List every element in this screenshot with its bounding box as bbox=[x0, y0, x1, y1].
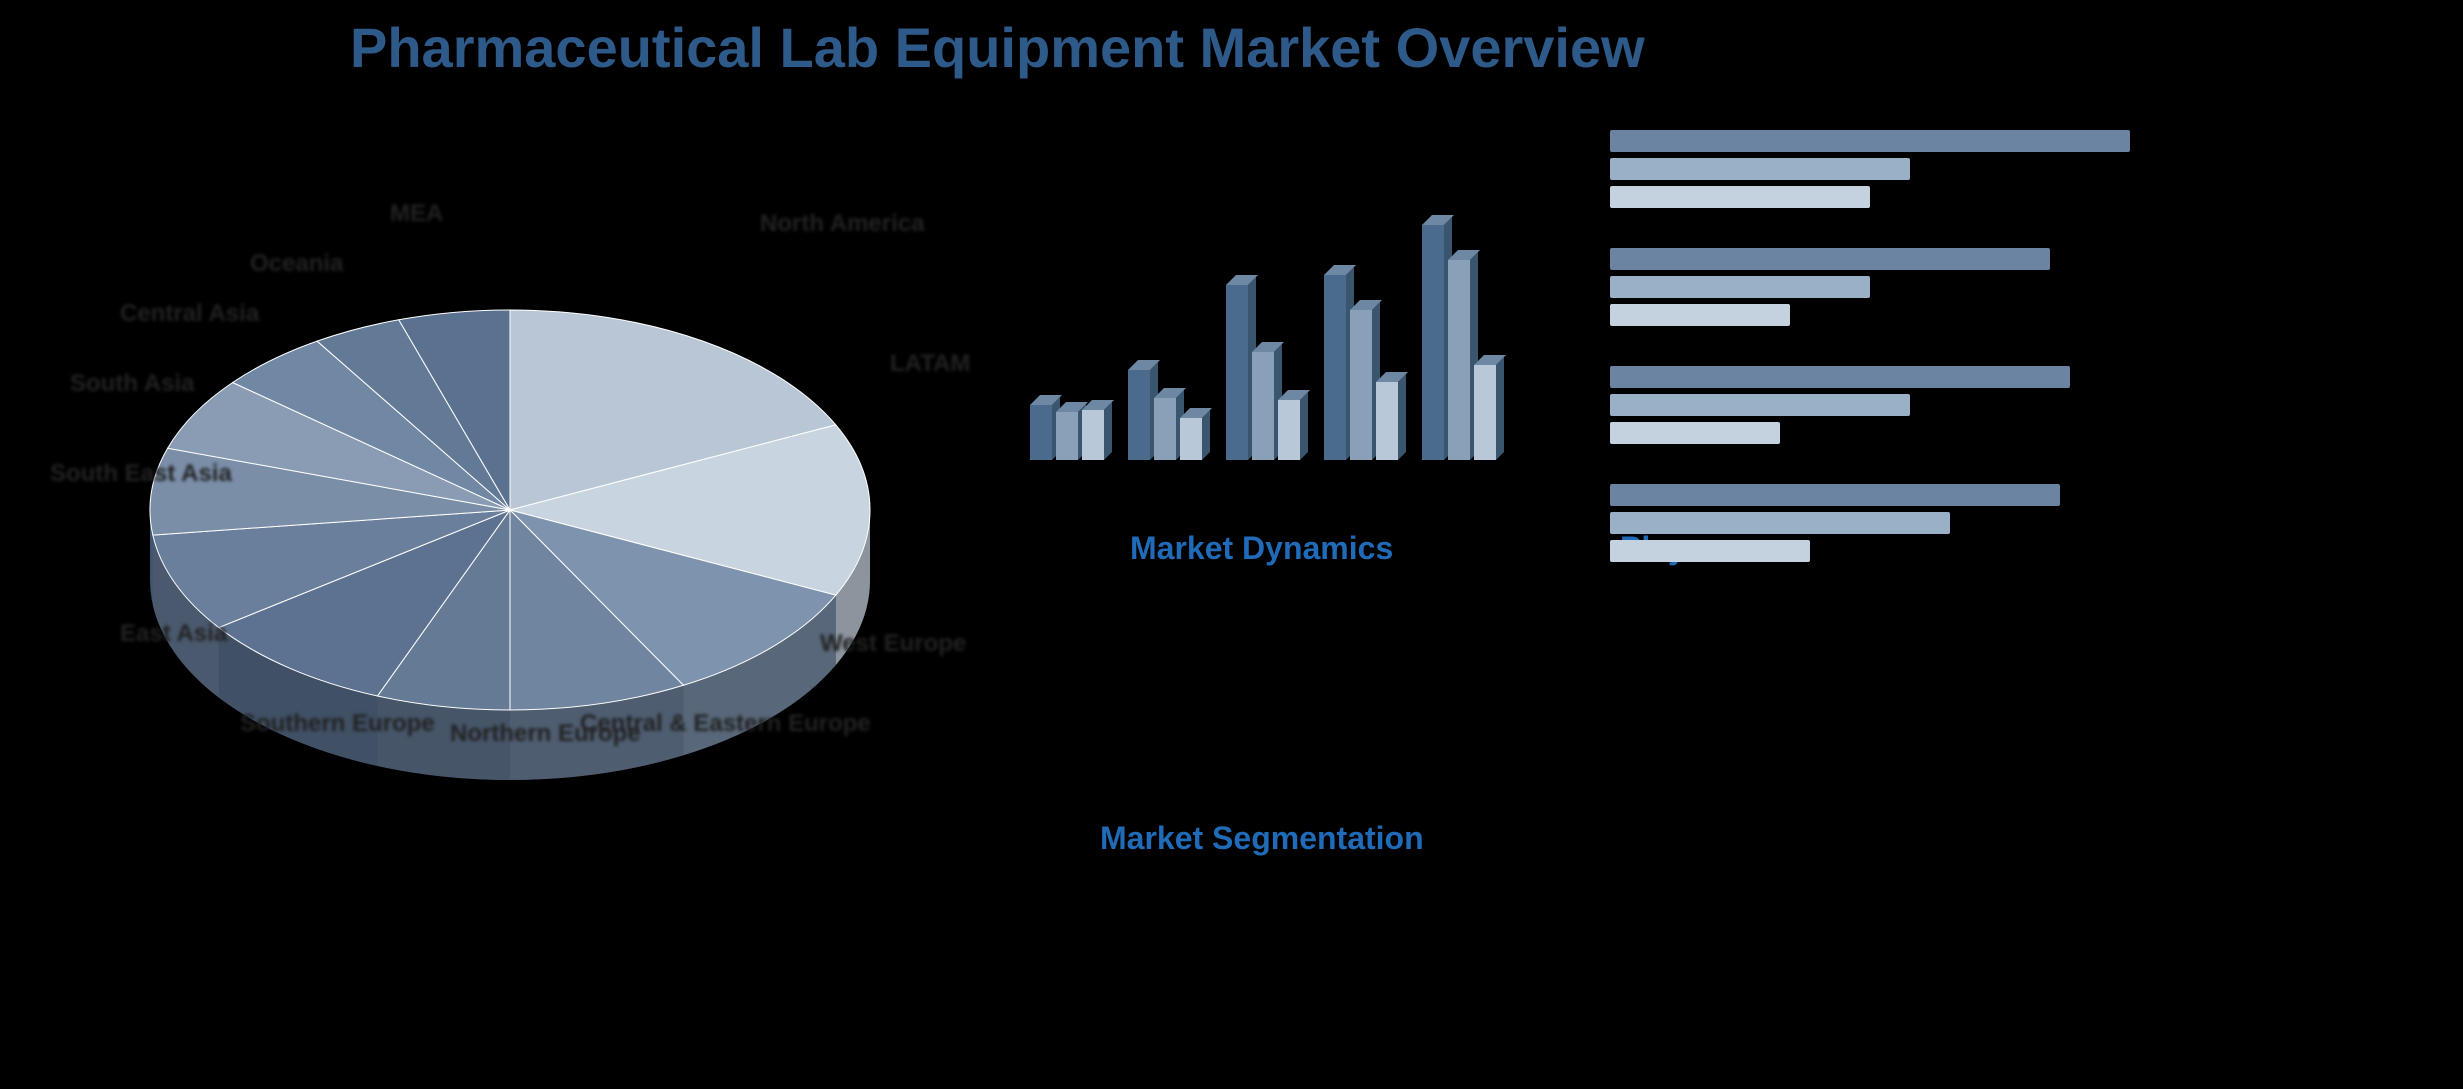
pie-slice-label: West Europe bbox=[820, 630, 966, 658]
bar bbox=[1180, 418, 1202, 460]
hbar-group bbox=[1610, 130, 2170, 208]
hbar bbox=[1610, 422, 1780, 444]
pie-slice-label: LATAM bbox=[890, 350, 970, 378]
hbar bbox=[1610, 540, 1810, 562]
bar bbox=[1082, 410, 1104, 460]
header-market-segmentation: Market Segmentation bbox=[1100, 820, 1424, 857]
pie-slice-label: Northern Europe bbox=[450, 720, 641, 748]
hbar bbox=[1610, 484, 2060, 506]
hbar bbox=[1610, 512, 1950, 534]
hbar bbox=[1610, 158, 1910, 180]
bar bbox=[1350, 310, 1372, 460]
bar bbox=[1056, 412, 1078, 460]
bar bbox=[1226, 285, 1248, 460]
page-title: Pharmaceutical Lab Equipment Market Over… bbox=[350, 15, 1645, 80]
bar bbox=[1252, 352, 1274, 460]
bar bbox=[1324, 275, 1346, 460]
hbar bbox=[1610, 394, 1910, 416]
hbar bbox=[1610, 304, 1790, 326]
hbar bbox=[1610, 186, 1870, 208]
pie-slice-label: Southern Europe bbox=[240, 710, 435, 738]
hbar-group bbox=[1610, 484, 2170, 562]
pie-slice-label: Oceania bbox=[250, 250, 343, 278]
header-market-dynamics: Market Dynamics bbox=[1130, 530, 1393, 567]
bar bbox=[1422, 225, 1444, 460]
hbar-group bbox=[1610, 248, 2170, 326]
hbar-group bbox=[1610, 366, 2170, 444]
bar bbox=[1376, 382, 1398, 460]
bar bbox=[1030, 405, 1052, 460]
hbar bbox=[1610, 366, 2070, 388]
bar bbox=[1154, 398, 1176, 460]
chart-canvas: Pharmaceutical Lab Equipment Market Over… bbox=[0, 0, 2463, 1089]
pie-slice-label: East Asia bbox=[120, 620, 227, 648]
bar bbox=[1128, 370, 1150, 460]
pie-slice-label: South Asia bbox=[70, 370, 194, 398]
bar bbox=[1474, 365, 1496, 460]
pie-slice-label: South East Asia bbox=[50, 460, 232, 488]
hbar bbox=[1610, 276, 1870, 298]
bar bbox=[1448, 260, 1470, 460]
bar-chart bbox=[1030, 120, 1540, 460]
pie-slice-label: Central Asia bbox=[120, 300, 259, 328]
players-bar-chart bbox=[1610, 130, 2170, 602]
pie-chart: North AmericaLATAMWest EuropeCentral & E… bbox=[60, 140, 960, 840]
bar bbox=[1278, 400, 1300, 460]
pie-slice-label: North America bbox=[760, 210, 924, 238]
pie-slice-label: MEA bbox=[390, 200, 443, 228]
hbar bbox=[1610, 130, 2130, 152]
hbar bbox=[1610, 248, 2050, 270]
